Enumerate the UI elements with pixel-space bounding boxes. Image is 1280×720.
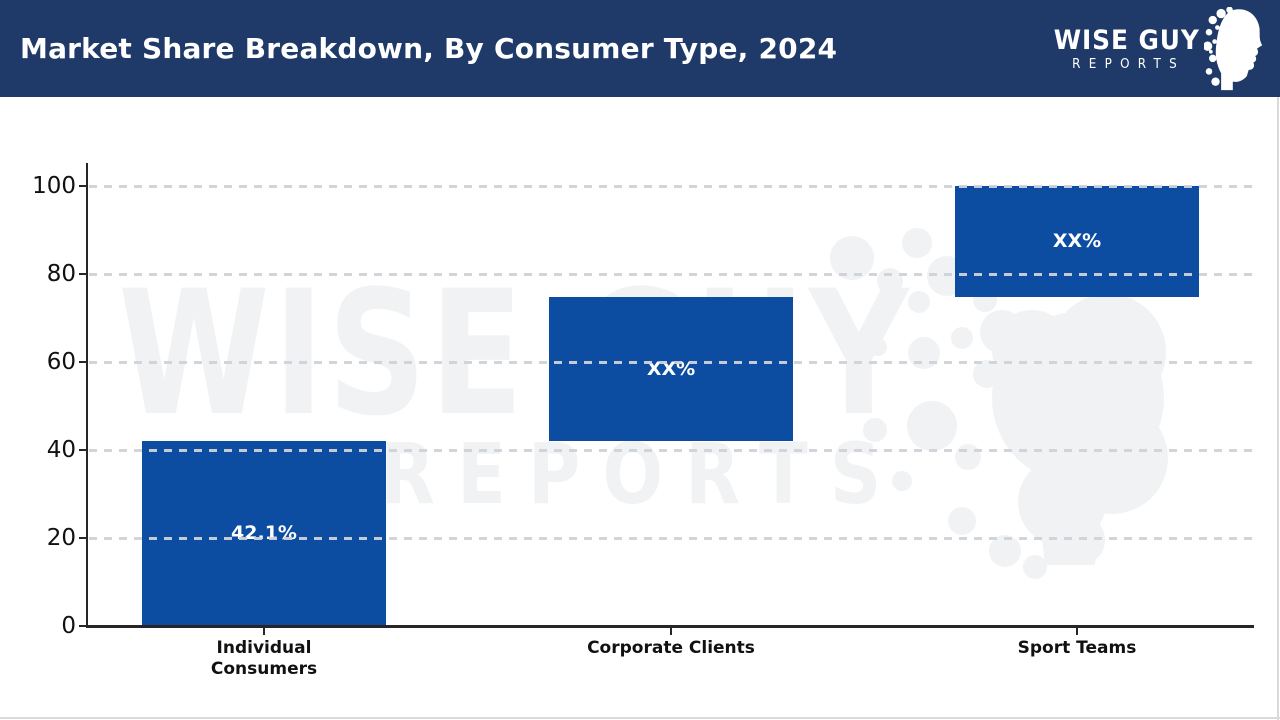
- x-tick-1: [263, 628, 265, 635]
- x-category-label: Corporate Clients: [587, 638, 755, 658]
- bar-individual-consumers: 42.1%: [142, 440, 386, 626]
- page-right-border: [1277, 97, 1279, 720]
- y-tick-40: [79, 449, 86, 451]
- x-category-label: Individual Consumers: [210, 638, 318, 680]
- x-category-label: Sport Teams: [1017, 638, 1137, 658]
- logo-text: WISE GUY REPORTS: [1054, 27, 1200, 71]
- logo-wordmark: WISE GUY: [1053, 25, 1200, 56]
- y-tick-100: [79, 185, 86, 187]
- y-tick-label-80: 80: [46, 261, 76, 287]
- y-tick-label-20: 20: [46, 525, 76, 551]
- gridline-y20: [89, 537, 1254, 540]
- header-bar: Market Share Breakdown, By Consumer Type…: [0, 0, 1280, 97]
- y-tick-label-60: 60: [46, 349, 76, 375]
- y-tick-label-40: 40: [46, 437, 76, 463]
- wise-guy-reports-logo: WISE GUY REPORTS: [1010, 6, 1270, 92]
- bar-value-label: 42.1%: [231, 522, 297, 545]
- x-tick-3: [1076, 628, 1078, 635]
- bar-value-label: XX%: [1052, 230, 1102, 253]
- y-tick-60: [79, 361, 86, 363]
- gridline-y60: [89, 361, 1254, 364]
- y-tick-80: [79, 273, 86, 275]
- y-tick-label-0: 0: [61, 613, 76, 639]
- bar-sport-teams: XX%: [955, 186, 1199, 297]
- y-tick-0: [79, 625, 86, 627]
- logo-subtitle: REPORTS: [1072, 57, 1186, 72]
- x-tick-2: [670, 628, 672, 635]
- logo-face-icon: [1204, 7, 1263, 91]
- y-tick-label-100: 100: [32, 173, 76, 199]
- gridline-y80: [89, 273, 1254, 276]
- y-axis-spine: [86, 163, 88, 627]
- gridline-y100: [89, 185, 1254, 188]
- x-axis-spine: [86, 625, 1254, 628]
- page-title: Market Share Breakdown, By Consumer Type…: [20, 32, 838, 65]
- page-bottom-border: [0, 717, 1280, 719]
- gridline-y40: [89, 449, 1254, 452]
- bar-corporate-clients: XX%: [549, 296, 793, 441]
- y-tick-20: [79, 537, 86, 539]
